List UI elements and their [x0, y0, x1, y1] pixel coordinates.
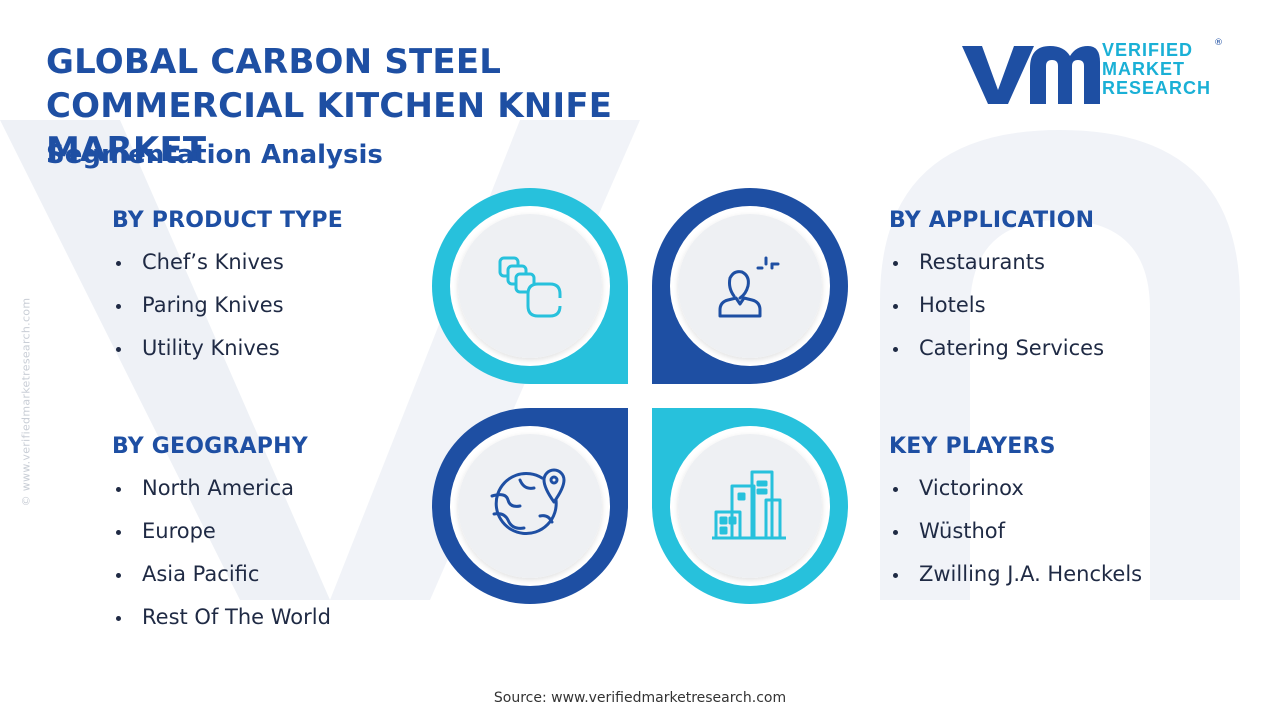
- buildings-icon: [712, 470, 786, 540]
- globe-location-icon: [490, 468, 566, 535]
- page-title: GLOBAL CARBON STEEL COMMERCIAL KITCHEN K…: [46, 42, 613, 170]
- petal-geography: [432, 408, 628, 604]
- segment-application: BY APPLICATION Restaurants Hotels Cateri…: [889, 208, 1104, 378]
- list-item: Victorinox: [889, 475, 1142, 518]
- side-watermark-url: © www.verifiedmarketresearch.com: [19, 297, 33, 507]
- logo-wordmark: VERIFIED MARKET RESEARCH: [1102, 41, 1211, 98]
- page-subtitle: Segmentation Analysis: [46, 140, 383, 170]
- list-item: Restaurants: [889, 249, 1104, 292]
- list-item: Catering Services: [889, 335, 1104, 378]
- list-item: Europe: [112, 518, 331, 561]
- vmr-logo-icon: [962, 46, 1100, 104]
- list-item: Zwilling J.A. Henckels: [889, 561, 1142, 604]
- list-item: North America: [112, 475, 331, 518]
- product-blocks-icon: [498, 256, 562, 318]
- logo-line-verified: VERIFIED: [1102, 40, 1194, 60]
- segment-list: Victorinox Wüsthof Zwilling J.A. Henckel…: [889, 475, 1142, 604]
- person-presenting-icon: [718, 256, 780, 318]
- segment-list: North America Europe Asia Pacific Rest O…: [112, 475, 331, 647]
- list-item: Paring Knives: [112, 292, 343, 335]
- logo-line-market: MARKET: [1102, 59, 1185, 79]
- petal-product-type: [432, 188, 628, 384]
- source-footnote: Source: www.verifiedmarketresearch.com: [493, 690, 787, 706]
- segment-key-players: KEY PLAYERS Victorinox Wüsthof Zwilling …: [889, 434, 1142, 604]
- petal-key-players: [652, 408, 848, 604]
- segmentation-diagram: [432, 188, 848, 604]
- list-item: Hotels: [889, 292, 1104, 335]
- list-item: Rest Of The World: [112, 604, 331, 647]
- segment-heading: BY PRODUCT TYPE: [112, 208, 343, 233]
- segment-geography: BY GEOGRAPHY North America Europe Asia P…: [112, 434, 331, 647]
- segment-heading: BY GEOGRAPHY: [112, 434, 308, 459]
- list-item: Wüsthof: [889, 518, 1142, 561]
- segment-list: Restaurants Hotels Catering Services: [889, 249, 1104, 378]
- segment-heading: BY APPLICATION: [889, 208, 1095, 233]
- list-item: Utility Knives: [112, 335, 343, 378]
- registered-mark: ®: [1214, 38, 1223, 48]
- segment-list: Chef’s Knives Paring Knives Utility Kniv…: [112, 249, 343, 378]
- petal-application: [652, 188, 848, 384]
- logo-line-research: RESEARCH: [1102, 78, 1212, 98]
- segment-product-type: BY PRODUCT TYPE Chef’s Knives Paring Kni…: [112, 208, 343, 378]
- list-item: Asia Pacific: [112, 561, 331, 604]
- list-item: Chef’s Knives: [112, 249, 343, 292]
- segment-heading: KEY PLAYERS: [889, 434, 1056, 459]
